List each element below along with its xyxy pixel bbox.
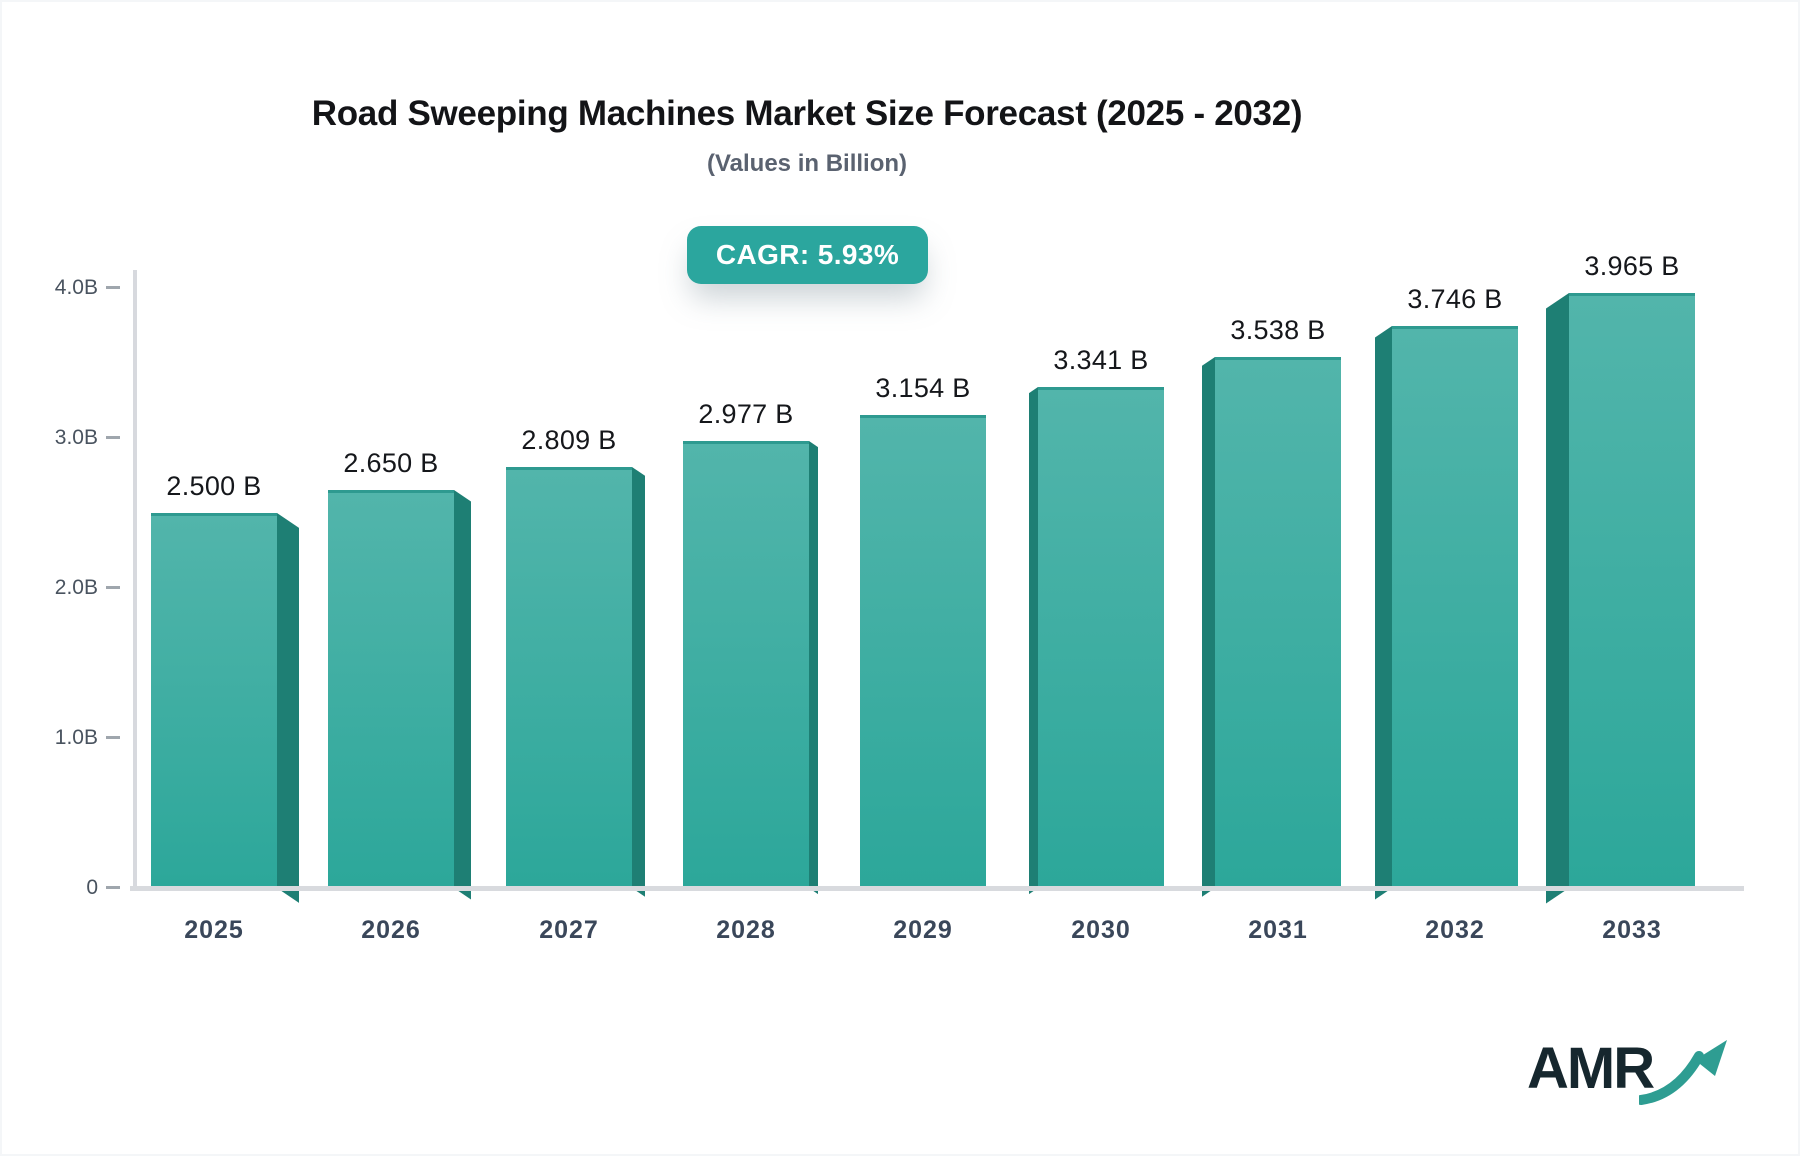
bar-2031 [1215,357,1341,888]
y-tick-label-3.0B: 3.0B [54,426,98,449]
y-tick-label-0: 0 [86,876,98,899]
bar-value-label-2030: 3.341 B [1053,345,1149,375]
x-axis-label-2031: 2031 [1248,916,1308,944]
cagr-badge: CAGR: 5.93% [687,226,928,284]
bar-2029 [860,415,986,888]
bar-value-label-2029: 3.154 B [875,373,971,403]
bar-value-label-2033: 3.965 B [1584,251,1680,281]
chart-subtitle: (Values in Billion) [706,150,908,177]
bar-side-2027 [632,467,645,897]
chart-title: Road Sweeping Machines Market Size Forec… [311,94,1303,133]
bar-2028 [683,441,809,888]
x-axis-label-2033: 2033 [1602,916,1662,944]
y-tick-label-2.0B: 2.0B [54,576,98,599]
x-axis-label-2030: 2030 [1071,916,1131,944]
y-tick-dash-0 [106,886,120,889]
cagr-badge-label: CAGR: 5.93% [715,239,900,270]
bar-2025 [151,513,277,888]
bar-2030 [1038,387,1164,888]
y-tick-dash-1.0B [106,736,120,739]
bar-side-2033 [1546,293,1569,904]
bar-side-2025 [277,513,299,903]
brand-logo: AMR [1527,1038,1757,1118]
x-axis-label-2026: 2026 [361,916,421,944]
bar-value-label-2027: 2.809 B [521,425,617,455]
bar-value-label-2026: 2.650 B [343,448,439,478]
bar-2032 [1392,326,1518,888]
y-tick-label-1.0B: 1.0B [54,726,98,749]
bar-side-2030 [1029,387,1038,895]
x-axis-label-2028: 2028 [716,916,776,944]
bar-side-2032 [1375,326,1392,900]
bar-side-2026 [454,490,471,900]
x-axis-label-2025: 2025 [184,916,244,944]
x-axis-label-2029: 2029 [893,916,953,944]
bar-value-label-2028: 2.977 B [698,399,794,429]
brand-logo-text: AMR [1527,1036,1655,1101]
x-axis-label-2032: 2032 [1425,916,1485,944]
y-tick-dash-3.0B [106,436,120,439]
x-axis-baseline [130,886,1744,891]
y-tick-dash-2.0B [106,586,120,589]
bar-2033 [1569,293,1695,888]
bar-value-label-2032: 3.746 B [1407,284,1503,314]
x-axis-label-2027: 2027 [539,916,599,944]
y-tick-label-4.0B: 4.0B [54,276,98,299]
bar-2027 [506,467,632,888]
bar-side-2031 [1202,357,1215,897]
bar-value-label-2025: 2.500 B [166,471,262,501]
bar-2026 [328,490,454,888]
y-axis-line [133,270,137,888]
bar-side-2028 [809,441,818,895]
y-tick-dash-4.0B [106,286,120,289]
growth-arrow-icon [1639,1040,1727,1105]
bar-value-label-2031: 3.538 B [1230,315,1326,345]
